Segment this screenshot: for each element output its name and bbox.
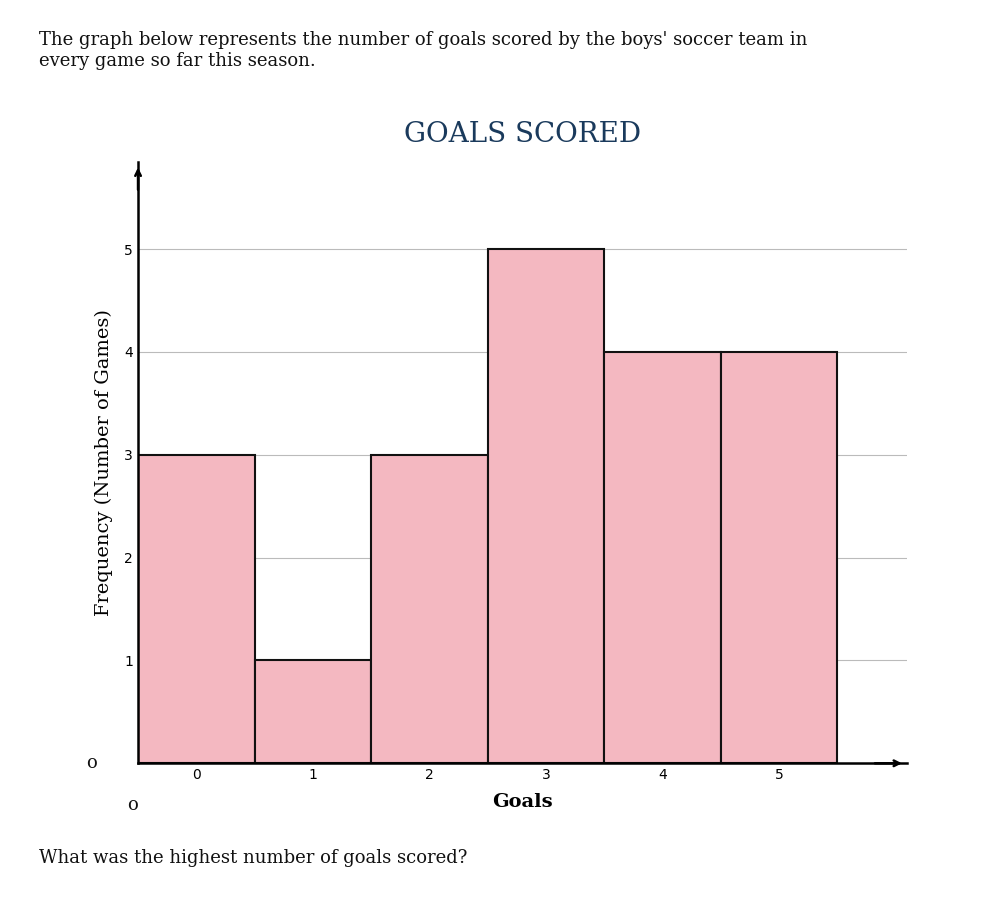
Y-axis label: Frequency (Number of Games): Frequency (Number of Games)	[95, 309, 113, 616]
Text: o: o	[127, 797, 138, 814]
Text: What was the highest number of goals scored?: What was the highest number of goals sco…	[39, 849, 467, 867]
Bar	[488, 249, 604, 763]
Text: The graph below represents the number of goals scored by the boys' soccer team i: The graph below represents the number of…	[39, 31, 808, 70]
Bar	[721, 352, 837, 763]
Bar	[371, 454, 488, 763]
Title: GOALS SCORED: GOALS SCORED	[404, 121, 641, 148]
Bar	[138, 454, 254, 763]
Bar	[254, 660, 371, 763]
Bar	[604, 352, 721, 763]
Text: o: o	[87, 754, 98, 772]
X-axis label: Goals: Goals	[492, 793, 553, 811]
